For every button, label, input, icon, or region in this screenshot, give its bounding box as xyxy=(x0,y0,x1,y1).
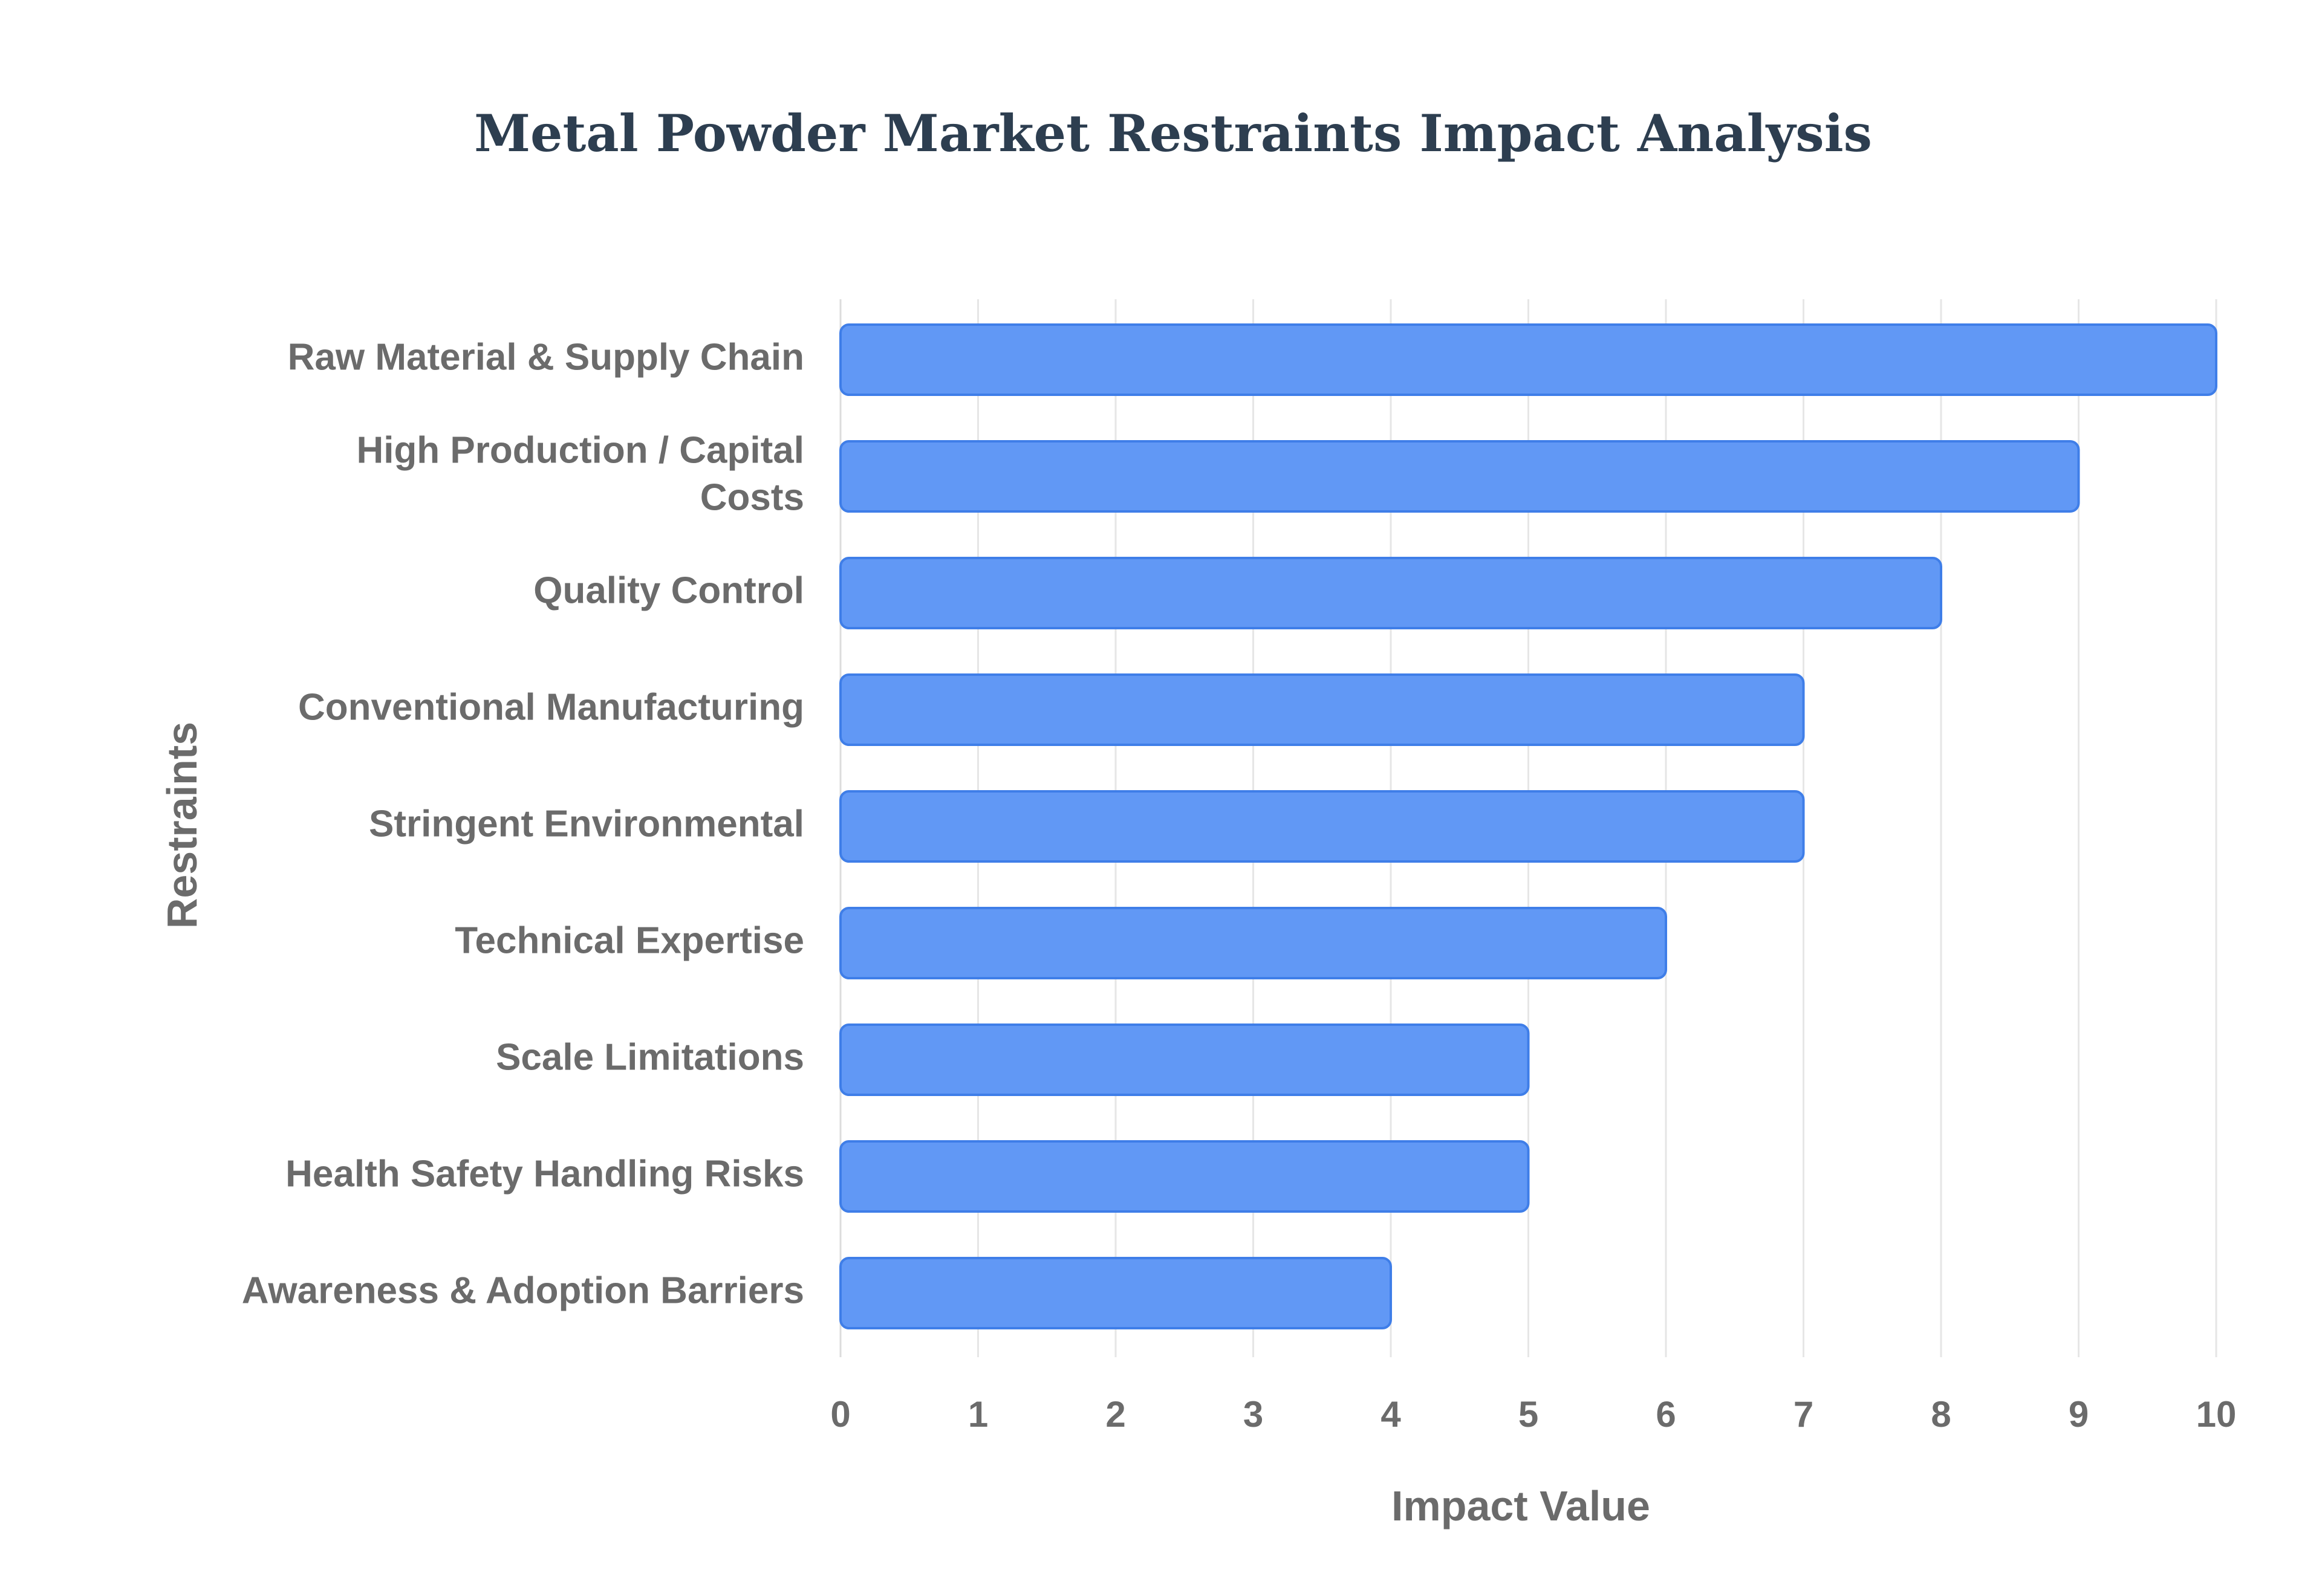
category-label: Awareness & Adoption Barriers xyxy=(242,1270,804,1311)
x-tick-label: 8 xyxy=(1931,1394,1951,1435)
category-label: Costs xyxy=(700,476,804,518)
bar xyxy=(839,790,1805,863)
x-tick-label: 10 xyxy=(2196,1394,2237,1435)
x-tick-label: 9 xyxy=(2069,1394,2089,1435)
bar xyxy=(839,440,2080,513)
x-axis-title: Impact Value xyxy=(1391,1482,1650,1529)
x-tick-label: 6 xyxy=(1656,1394,1676,1435)
category-label: Quality Control xyxy=(533,569,804,611)
category-label: Technical Expertise xyxy=(455,920,804,961)
bar xyxy=(839,907,1667,979)
y-axis-title: Restraints xyxy=(158,722,206,929)
x-tick-label: 4 xyxy=(1381,1394,1401,1435)
bars xyxy=(839,323,2217,1329)
bar xyxy=(839,557,1942,629)
bar xyxy=(839,1140,1530,1213)
bar xyxy=(839,1257,1392,1329)
category-label: Scale Limitations xyxy=(496,1036,804,1078)
chart-title: Metal Powder Market Restraints Impact An… xyxy=(474,103,1872,163)
bar xyxy=(839,1023,1530,1096)
category-label: Raw Material & Supply Chain xyxy=(288,336,804,378)
x-tick-label: 3 xyxy=(1243,1394,1263,1435)
x-tick-label: 2 xyxy=(1105,1394,1125,1435)
category-label: Stringent Environmental xyxy=(369,803,804,845)
x-tick-label: 5 xyxy=(1518,1394,1538,1435)
bar xyxy=(839,323,2217,396)
bar xyxy=(839,673,1805,746)
x-tick-labels: 0 1 2 3 4 5 6 7 8 9 10 xyxy=(830,1394,2236,1435)
category-labels: Raw Material & Supply Chain High Producti… xyxy=(242,336,804,1311)
category-label: Health Safety Handling Risks xyxy=(285,1153,804,1195)
x-tick-label: 1 xyxy=(968,1394,988,1435)
category-label: Conventional Manufacturing xyxy=(298,686,804,728)
category-label: High Production / Capital xyxy=(356,429,804,471)
x-tick-label: 7 xyxy=(1794,1394,1813,1435)
x-tick-label: 0 xyxy=(830,1394,850,1435)
